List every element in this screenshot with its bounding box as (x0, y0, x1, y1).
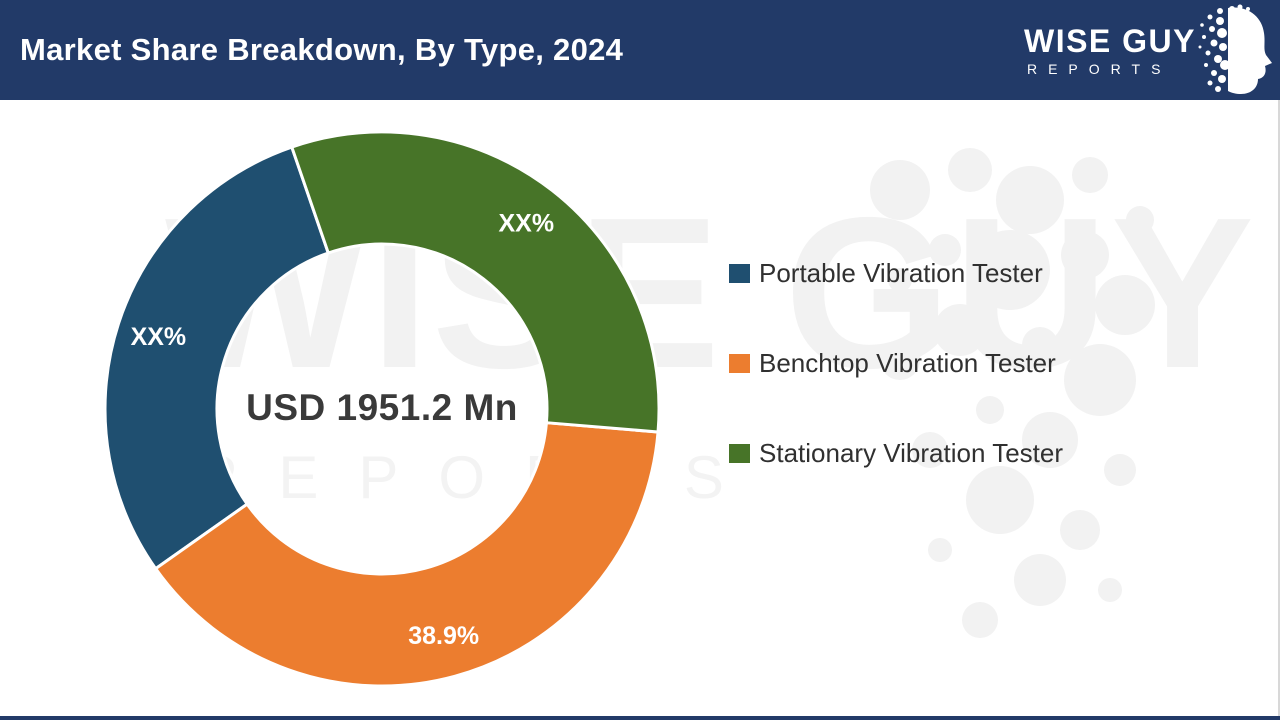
watermark-dot (976, 396, 1004, 424)
watermark-dot (996, 166, 1064, 234)
slice-percentage-label-benchtop-vibration-tester: 38.9% (408, 622, 479, 650)
watermark-dot (962, 602, 998, 638)
page-title: Market Share Breakdown, By Type, 2024 (20, 32, 624, 67)
header-bar: Market Share Breakdown, By Type, 2024 WI… (0, 0, 1280, 100)
legend-label: Stationary Vibration Tester (759, 437, 1063, 468)
watermark-dot (1126, 206, 1154, 234)
watermark-dot (928, 538, 952, 562)
watermark-dots (870, 148, 1155, 638)
watermark-dot (1061, 231, 1109, 279)
watermark-dot (1060, 510, 1100, 550)
watermark-dot (870, 160, 930, 220)
slice-percentage-label-stationary-vibration-tester: XX% (498, 210, 554, 238)
donut-chart: XX% 38.9% XX% (103, 130, 661, 688)
watermark-dot (1064, 344, 1136, 416)
watermark-dot (966, 466, 1034, 534)
legend-swatch (729, 263, 750, 283)
legend: Portable Vibration Tester Benchtop Vibrat… (729, 257, 1063, 468)
legend-label: Benchtop Vibration Tester (759, 347, 1056, 378)
logo-subtitle-text: REPORTS (1026, 60, 1172, 77)
watermark-dot (1014, 554, 1066, 606)
donut-segment-benchtop-vibration-tester (153, 421, 660, 688)
watermark-dot (1095, 275, 1155, 335)
watermark-dot (929, 234, 961, 266)
legend-swatch (729, 443, 750, 463)
bottom-accent-bar (0, 716, 1280, 720)
watermark-dot (970, 230, 1050, 310)
watermark-dot (888, 268, 912, 292)
donut-segment-portable-vibration-tester (103, 145, 331, 571)
legend-item-portable-vibration-tester: Portable Vibration Tester (729, 257, 1063, 288)
donut-segment-stationary-vibration-tester (289, 130, 661, 434)
legend-item-stationary-vibration-tester: Stationary Vibration Tester (729, 437, 1063, 468)
watermark-dot (1022, 327, 1058, 363)
logo-face-icon (1198, 4, 1272, 94)
watermark-dot (948, 148, 992, 192)
watermark-dot (1022, 412, 1078, 468)
slice-percentage-label-portable-vibration-tester: XX% (131, 323, 187, 351)
watermark-dot (1072, 157, 1108, 193)
watermark-dot (912, 432, 948, 468)
watermark-dot (1104, 454, 1136, 486)
wiseguy-logo: WISE GUY REPORTS (1024, 3, 1272, 98)
legend-item-benchtop-vibration-tester: Benchtop Vibration Tester (729, 347, 1063, 378)
legend-label: Portable Vibration Tester (759, 257, 1043, 288)
logo-wordmark: WISE GUY REPORTS (1024, 25, 1196, 76)
legend-swatch (729, 353, 750, 373)
watermark-dot (1098, 578, 1122, 602)
logo-title-text: WISE GUY (1023, 22, 1196, 59)
watermark-dot (934, 304, 986, 356)
market-value-label: USD 1951.2 Mn (246, 387, 518, 428)
watermark-dot (880, 340, 920, 380)
